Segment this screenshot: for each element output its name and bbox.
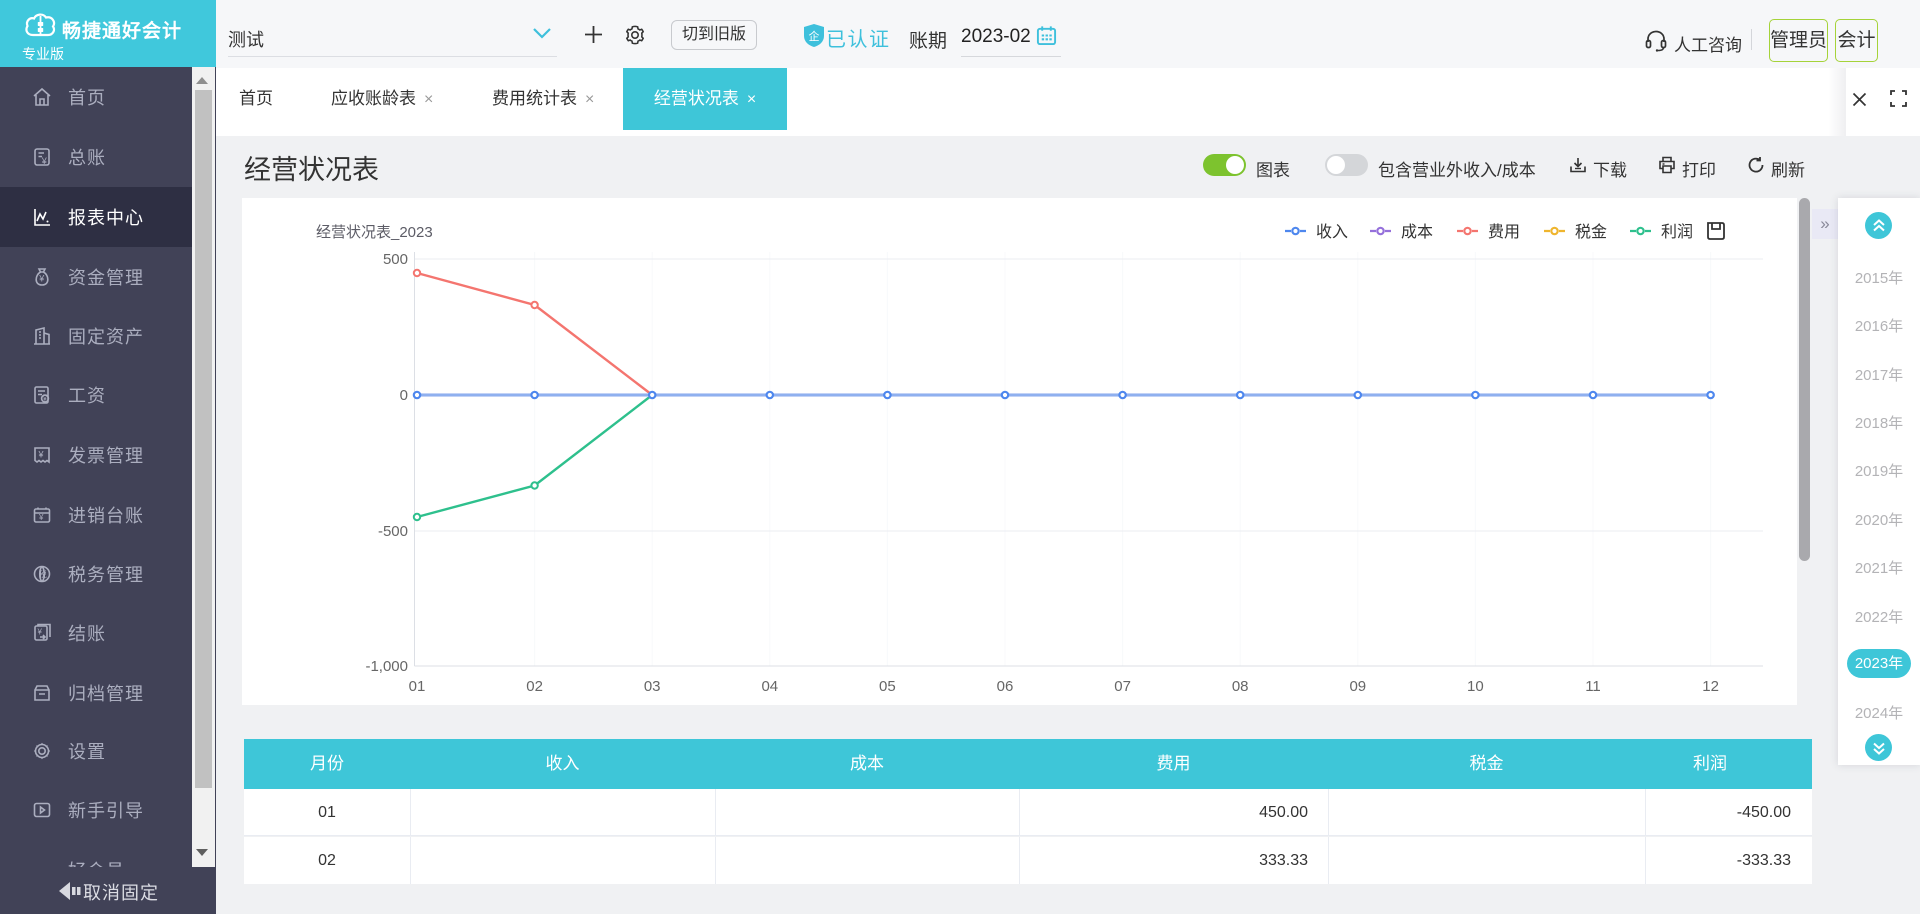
svg-text:04: 04 — [761, 678, 778, 695]
svg-text:03: 03 — [644, 678, 661, 695]
svg-text:¥: ¥ — [38, 274, 45, 284]
svg-text:12: 12 — [1702, 678, 1719, 695]
svg-text:¥: ¥ — [38, 450, 45, 460]
svg-text:11: 11 — [1585, 678, 1601, 695]
svg-text:¥: ¥ — [41, 156, 48, 166]
svg-text:¥: ¥ — [38, 513, 44, 522]
svg-text:税金: 税金 — [1575, 223, 1607, 241]
svg-text:企: 企 — [809, 29, 820, 43]
svg-text:10: 10 — [1467, 678, 1484, 695]
svg-text:费用: 费用 — [1488, 223, 1520, 241]
svg-text:-1,000: -1,000 — [365, 658, 408, 675]
svg-text:07: 07 — [1114, 678, 1131, 695]
svg-text:收入: 收入 — [1316, 223, 1348, 241]
svg-text:¥: ¥ — [37, 628, 43, 637]
svg-text:-500: -500 — [378, 523, 408, 540]
svg-text:500: 500 — [383, 251, 408, 268]
svg-text:税: 税 — [39, 569, 47, 579]
svg-text:01: 01 — [409, 678, 426, 695]
svg-text:¥: ¥ — [43, 397, 47, 403]
svg-text:0: 0 — [400, 387, 408, 404]
svg-text:06: 06 — [997, 678, 1014, 695]
svg-text:05: 05 — [879, 678, 896, 695]
svg-text:08: 08 — [1232, 678, 1249, 695]
svg-text:成本: 成本 — [1401, 223, 1433, 241]
svg-text:09: 09 — [1349, 678, 1366, 695]
svg-text:利润: 利润 — [1661, 223, 1693, 241]
svg-text:02: 02 — [526, 678, 543, 695]
